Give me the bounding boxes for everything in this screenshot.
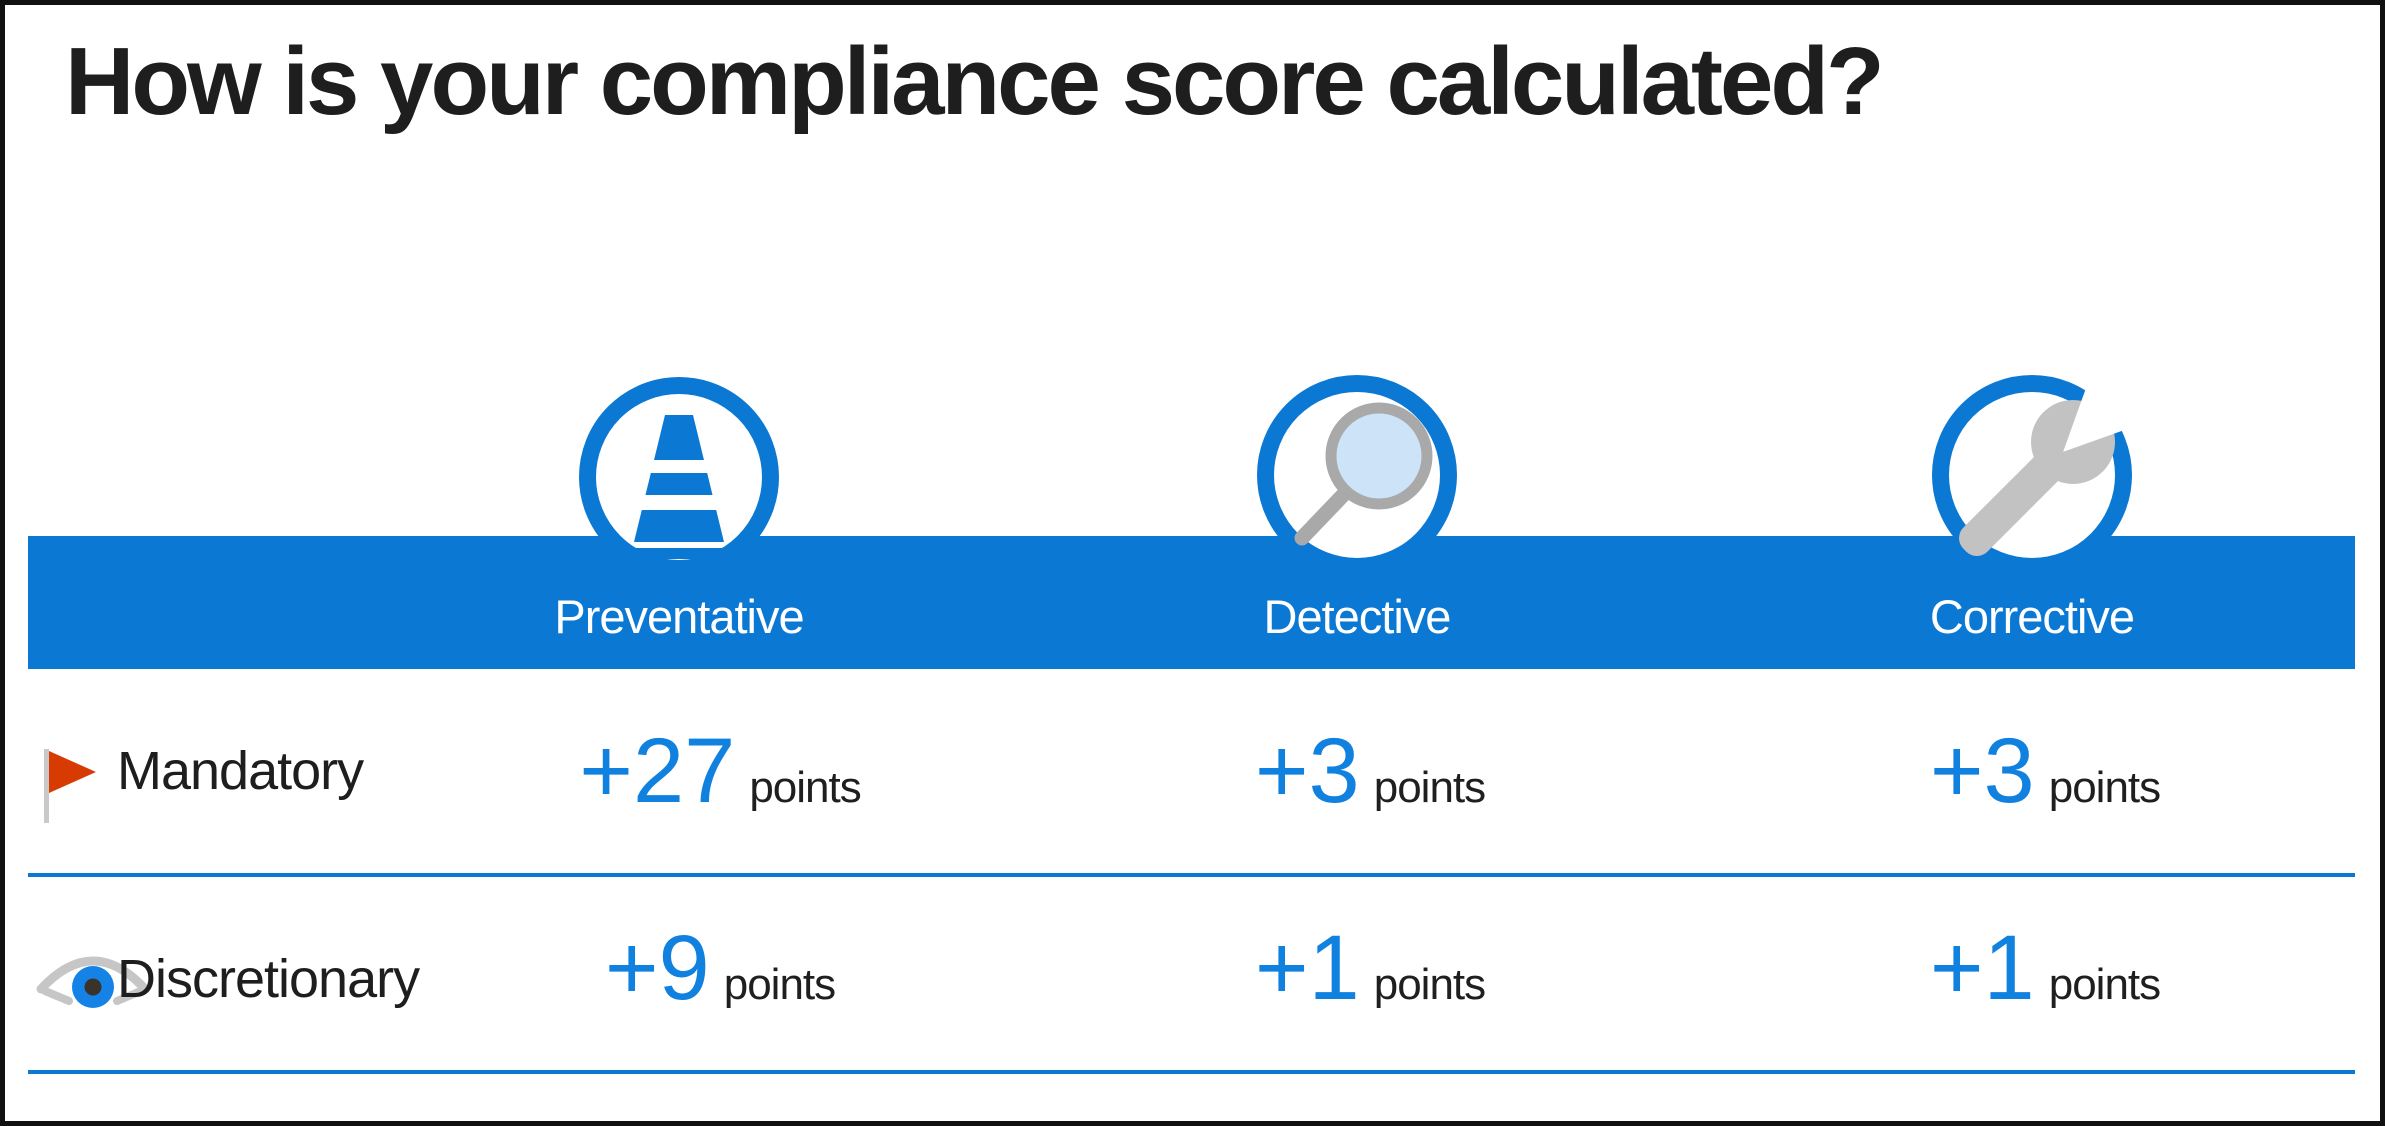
eye-icon: [35, 949, 151, 1016]
magnifier-icon: [1294, 402, 1433, 546]
page-title: How is your compliance score calculated?: [65, 28, 1885, 135]
discretionary-preventative-score: +9 points: [440, 922, 1000, 1014]
score-unit: points: [1373, 763, 1486, 812]
score-value: +1: [1254, 917, 1360, 1019]
column-label-corrective: Corrective: [1929, 590, 2135, 643]
row-label-mandatory: Mandatory: [117, 741, 364, 801]
score-unit: points: [749, 763, 861, 812]
row-divider: [28, 1070, 2355, 1074]
column-label-preventative: Preventative: [554, 590, 804, 643]
header-band: [28, 536, 2355, 669]
score-value: +3: [1929, 720, 2035, 822]
score-unit: points: [2048, 763, 2161, 812]
row-label-discretionary: Discretionary: [117, 949, 420, 1009]
preventative-icon-circle: [579, 377, 779, 577]
score-value: +27: [579, 720, 736, 822]
score-value: +3: [1254, 720, 1360, 822]
traffic-cone-icon: [619, 415, 739, 559]
detective-icon-circle: [1257, 375, 1457, 575]
row-divider: [28, 873, 2355, 877]
corrective-icon-circle: [1932, 375, 2132, 575]
wrench-icon: [1959, 376, 2132, 556]
score-value: +9: [604, 917, 710, 1019]
score-unit: points: [1373, 960, 1486, 1009]
discretionary-corrective-score: +1 points: [1765, 922, 2325, 1014]
score-unit: points: [2048, 960, 2161, 1009]
score-unit: points: [723, 960, 836, 1009]
mandatory-detective-score: +3 points: [1090, 725, 1650, 817]
mandatory-corrective-score: +3 points: [1765, 725, 2325, 817]
score-value: +1: [1929, 917, 2035, 1019]
mandatory-preventative-score: +27 points: [440, 725, 1000, 817]
discretionary-detective-score: +1 points: [1090, 922, 1650, 1014]
column-label-detective: Detective: [1263, 590, 1452, 643]
flag-icon: [38, 747, 100, 832]
